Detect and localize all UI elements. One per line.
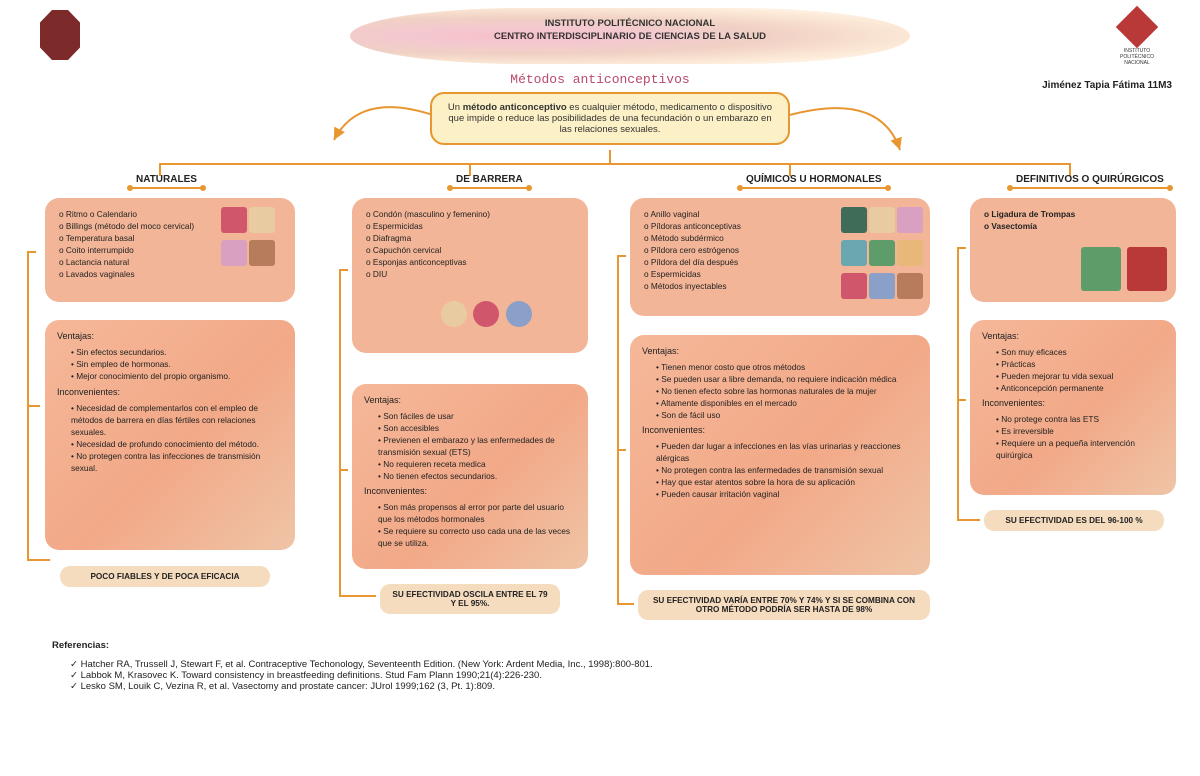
naturales-body-card: Ventajas: Sin efectos secundarios.Sin em… (45, 320, 295, 550)
barrera-body-card: Ventajas: Son fáciles de usarSon accesib… (352, 384, 588, 569)
col-label-definitivos: DEFINITIVOS O QUIRÚRGICOS (1010, 174, 1170, 189)
definitivos-foot: SU EFECTIVIDAD ES DEL 96-100 % (984, 510, 1164, 531)
naturales-icons (220, 206, 276, 272)
definition-box: Un método anticonceptivo es cualquier mé… (430, 92, 790, 145)
hormonales-body-card: Ventajas: Tienen menor costo que otros m… (630, 335, 930, 575)
ipn-logo-right: INSTITUTO POLITÉCNICO NACIONAL (1114, 12, 1160, 52)
col-label-naturales: NATURALES (130, 174, 203, 189)
naturales-foot: POCO FIABLES Y DE POCA EFICACIA (60, 566, 270, 587)
hormonales-foot: SU EFECTIVIDAD VARÍA ENTRE 70% Y 74% Y S… (638, 590, 930, 620)
hormonales-icons (840, 206, 924, 305)
definitivos-icons (1080, 246, 1168, 297)
header-banner: INSTITUTO POLITÉCNICO NACIONAL CENTRO IN… (350, 8, 910, 64)
institution-line1: INSTITUTO POLITÉCNICO NACIONAL (350, 18, 910, 29)
col-label-hormonales: QUÍMICOS U HORMONALES (740, 174, 888, 189)
definitivos-body-card: Ventajas: Son muy eficacesPrácticasPuede… (970, 320, 1176, 495)
institution-line2: CENTRO INTERDISCIPLINARIO DE CIENCIAS DE… (350, 31, 910, 42)
col-label-barrera: DE BARRERA (450, 174, 529, 189)
references: Referencias: Hatcher RA, Trussell J, Ste… (52, 640, 653, 692)
ipn-logo-left (40, 10, 80, 60)
barrera-foot: SU EFECTIVIDAD OSCILA ENTRE EL 79 Y EL 9… (380, 584, 560, 614)
barrera-icons (440, 300, 533, 333)
page-title: Métodos anticonceptivos (0, 72, 1200, 87)
